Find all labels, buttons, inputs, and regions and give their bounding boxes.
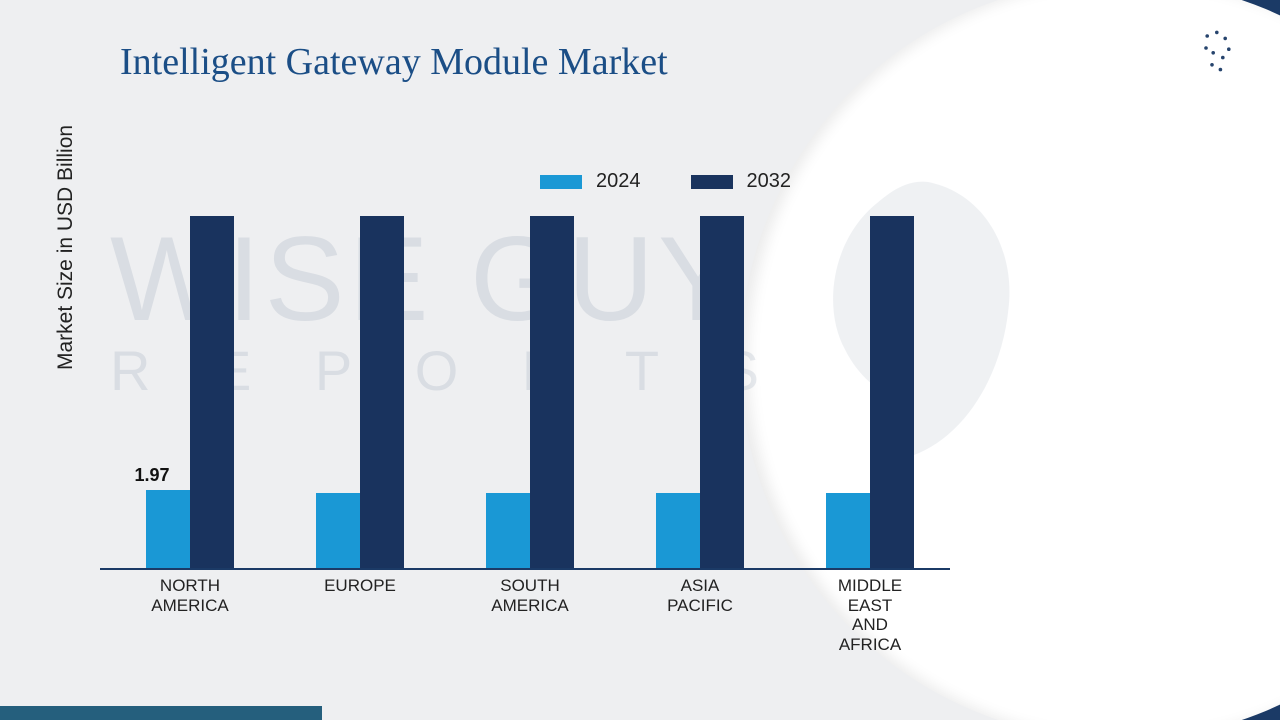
legend-item-2032: 2032	[691, 170, 792, 193]
chart-title: Intelligent Gateway Module Market	[120, 40, 668, 84]
category-label: ASIAPACIFIC	[620, 576, 780, 615]
bar-series-2024	[146, 490, 190, 568]
bar-series-2032	[360, 216, 404, 568]
logo-head-icon	[1180, 18, 1244, 96]
bar-series-2024	[826, 493, 870, 568]
category-label: EUROPE	[280, 576, 440, 596]
bar-series-2024	[656, 493, 700, 568]
bar-series-2032	[700, 216, 744, 568]
bar-value-label: 1.97	[108, 465, 196, 486]
category-label: NORTHAMERICA	[110, 576, 270, 615]
bar-series-2032	[870, 216, 914, 568]
bar-series-2032	[190, 216, 234, 568]
chart-plot-area: 1.97NORTHAMERICAEUROPESOUTHAMERICAASIAPA…	[100, 210, 950, 570]
bar-series-2024	[486, 493, 530, 568]
legend-label-2024: 2024	[596, 170, 641, 193]
bar-series-2024	[316, 493, 360, 568]
category-label: SOUTHAMERICA	[450, 576, 610, 615]
y-axis-label: Market Size in USD Billion	[54, 125, 78, 370]
legend-label-2032: 2032	[747, 170, 792, 193]
chart-legend: 2024 2032	[540, 170, 791, 193]
legend-item-2024: 2024	[540, 170, 641, 193]
legend-swatch-2032	[691, 175, 733, 189]
x-axis-baseline	[100, 568, 950, 570]
category-label: MIDDLEEASTANDAFRICA	[790, 576, 950, 654]
legend-swatch-2024	[540, 175, 582, 189]
bottom-accent-bar	[0, 706, 322, 720]
bar-series-2032	[530, 216, 574, 568]
